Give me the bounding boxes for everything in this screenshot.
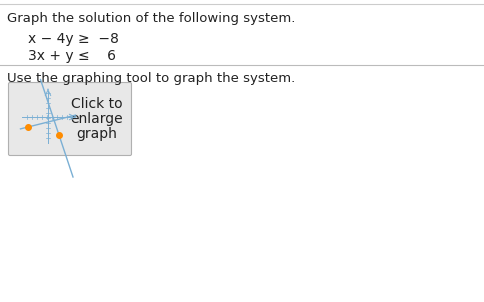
Text: 3x + y ≤    6: 3x + y ≤ 6 <box>28 49 116 63</box>
FancyBboxPatch shape <box>9 82 132 156</box>
Text: x − 4y ≥  −8: x − 4y ≥ −8 <box>28 32 119 46</box>
Text: Click to: Click to <box>71 97 122 111</box>
Text: graph: graph <box>76 127 117 141</box>
Text: Use the graphing tool to graph the system.: Use the graphing tool to graph the syste… <box>7 72 295 85</box>
Text: enlarge: enlarge <box>70 112 123 126</box>
Text: Graph the solution of the following system.: Graph the solution of the following syst… <box>7 12 295 25</box>
